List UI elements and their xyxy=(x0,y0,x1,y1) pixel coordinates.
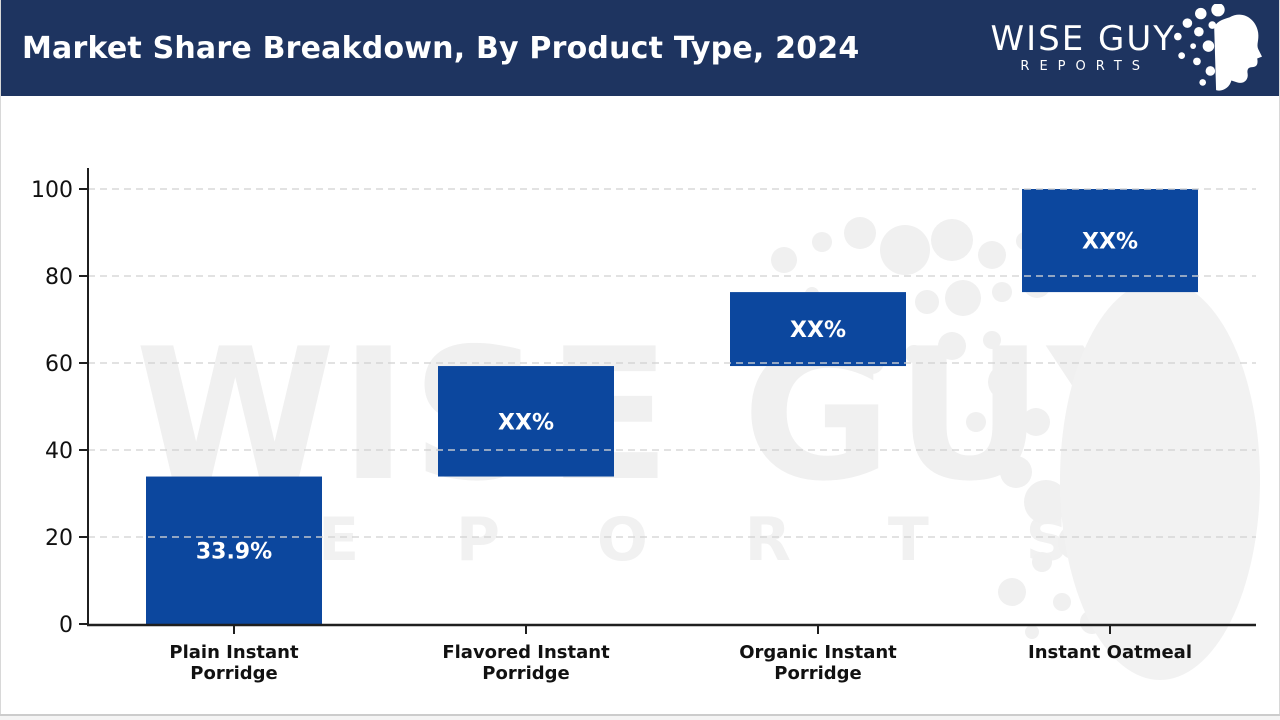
y-tick-label: 100 xyxy=(31,178,73,203)
logo-wordmark: WISE GUY REPORTS xyxy=(990,22,1176,74)
bottom-border xyxy=(0,714,1280,720)
bar-segment xyxy=(730,292,906,367)
brand-logo: WISE GUY REPORTS xyxy=(990,4,1280,92)
bar-segment xyxy=(1022,189,1198,293)
page-title: Market Share Breakdown, By Product Type,… xyxy=(22,30,860,66)
y-tick-label: 20 xyxy=(45,526,73,551)
x-category-label: Organic Instant xyxy=(739,642,897,663)
bar-segment xyxy=(438,366,614,477)
x-category-label: Porridge xyxy=(190,663,277,684)
logo-head-icon xyxy=(1174,4,1262,91)
x-category-label: Instant Oatmeal xyxy=(1028,642,1192,663)
logo-name: WISE GUY xyxy=(990,19,1176,59)
bar-value-label: XX% xyxy=(1082,230,1138,255)
watermark-subtitle: R E P O R T S xyxy=(175,505,1107,575)
x-category-label: Flavored Instant xyxy=(442,642,610,663)
logo-subtitle: REPORTS xyxy=(1020,59,1151,74)
bar-value-label: XX% xyxy=(790,318,846,343)
header-bar: Market Share Breakdown, By Product Type,… xyxy=(0,0,1280,96)
bar-value-label: XX% xyxy=(498,410,554,435)
bar-segment xyxy=(146,476,322,624)
y-tick-label: 80 xyxy=(45,265,73,290)
x-category-label: Porridge xyxy=(774,663,861,684)
y-tick-label: 0 xyxy=(59,613,73,638)
x-category-label: Plain Instant xyxy=(169,642,299,663)
y-tick-label: 40 xyxy=(45,439,73,464)
bar-value-label: 33.9% xyxy=(196,539,272,564)
y-tick-label: 60 xyxy=(45,352,73,377)
watermark-dots-head-icon xyxy=(771,217,1260,680)
x-category-label: Porridge xyxy=(482,663,569,684)
